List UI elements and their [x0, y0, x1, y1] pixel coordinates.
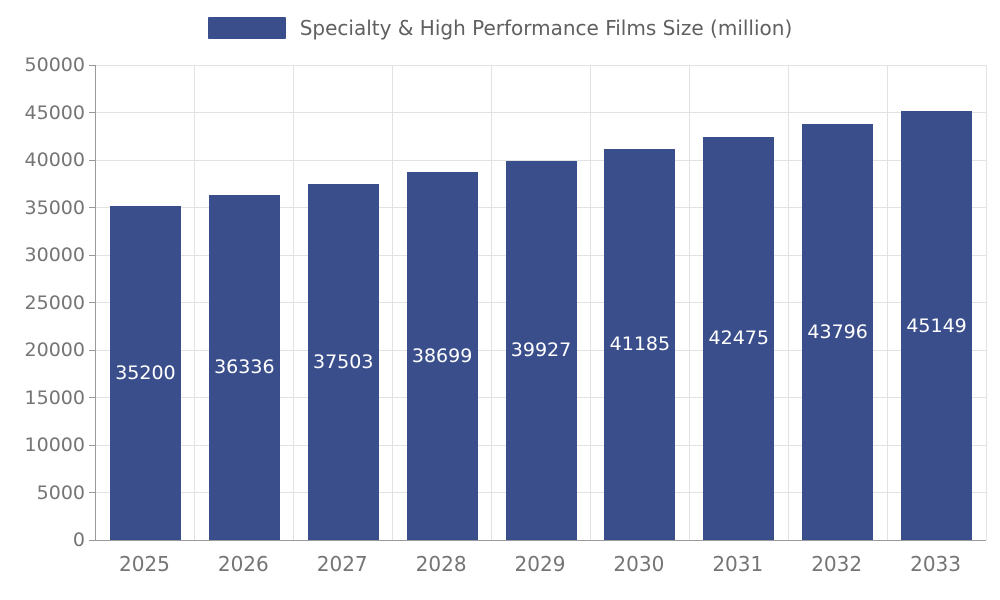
bar-2025[interactable]: 35200: [109, 205, 181, 540]
bar-2031[interactable]: 42475: [703, 136, 775, 540]
bar-2029[interactable]: 39927: [505, 160, 577, 540]
gridline-v: [194, 65, 196, 540]
y-axis: 0 5000 10000 15000 20000 25000 30000 35000 40000…: [0, 54, 85, 551]
y-tick-label: 35000: [24, 196, 85, 219]
y-tick-mark: [89, 492, 95, 493]
gridline-v: [491, 65, 493, 540]
x-tick-label: 2025: [118, 552, 170, 576]
gridline-v: [293, 65, 295, 540]
y-tick-label: 10000: [24, 434, 85, 456]
y-tick-mark: [89, 159, 95, 161]
y-tick-mark: [89, 112, 95, 113]
bar-value-label: 36336: [214, 356, 275, 379]
y-tick-label: 25000: [24, 291, 85, 314]
y-tick-mark: [89, 349, 95, 351]
gridline-v: [787, 65, 789, 540]
x-tick-label: 2031: [712, 552, 764, 576]
bar-value-label: 37503: [312, 350, 374, 373]
bar-value-label: 43796: [807, 320, 868, 343]
y-tick-label: 45000: [24, 101, 85, 124]
x-tick-label: 2030: [613, 552, 665, 576]
y-tick-mark: [89, 444, 95, 446]
bar-2032[interactable]: 43796: [802, 123, 874, 540]
bar-value-label: 38699: [411, 345, 473, 368]
y-tick-mark: [89, 397, 95, 398]
x-tick-label: 2027: [316, 552, 368, 576]
gridline-v: [392, 65, 394, 540]
gridline-v: [688, 65, 690, 540]
y-tick-mark: [89, 207, 95, 208]
bar-value-label: 41185: [609, 333, 671, 356]
y-tick-label: 30000: [24, 244, 85, 266]
gridline-h: [96, 159, 986, 161]
y-tick-label: 40000: [24, 149, 85, 171]
y-tick-mark: [89, 539, 95, 541]
bar-value-label: 42475: [708, 327, 769, 350]
bar-2027[interactable]: 37503: [307, 183, 379, 540]
gridline-v: [985, 65, 987, 540]
legend-swatch[interactable]: [207, 17, 286, 39]
bar-2033[interactable]: 45149: [901, 111, 973, 540]
y-tick-mark: [89, 64, 95, 66]
gridline-v: [589, 65, 591, 540]
legend-label: Specialty & High Performance Films Size …: [299, 16, 793, 40]
y-tick-label: 20000: [24, 339, 85, 361]
y-tick-label: 15000: [24, 386, 85, 409]
x-tick-label: 2029: [514, 552, 566, 576]
bar-value-label: 35200: [115, 361, 176, 384]
y-tick-label: 0: [72, 529, 85, 551]
gridline-v: [886, 65, 888, 540]
legend[interactable]: Specialty & High Performance Films Size …: [0, 16, 1000, 40]
x-tick-label: 2032: [811, 552, 863, 576]
gridline-h: [96, 112, 986, 113]
plot-area: 35200 36336 37503 38699 39927 41185 42475 43796…: [89, 64, 987, 541]
x-axis-labels: 2025 2026 2027 2028 2029 2030 2031 2032 2033: [95, 552, 985, 582]
y-tick-label: 50000: [24, 54, 85, 76]
bar-value-label: 39927: [510, 339, 572, 362]
bar-value-label: 45149: [906, 314, 967, 337]
y-tick-mark: [89, 302, 95, 303]
bar-2026[interactable]: 36336: [208, 194, 280, 540]
x-tick-label: 2026: [217, 552, 269, 576]
y-tick-label: 5000: [36, 481, 85, 504]
gridline-h: [96, 64, 986, 66]
x-tick-label: 2033: [910, 552, 961, 576]
x-tick-label: 2028: [415, 552, 467, 576]
y-tick-mark: [89, 254, 95, 256]
bar-2030[interactable]: 41185: [604, 148, 676, 540]
bar-2028[interactable]: 38699: [406, 172, 478, 540]
